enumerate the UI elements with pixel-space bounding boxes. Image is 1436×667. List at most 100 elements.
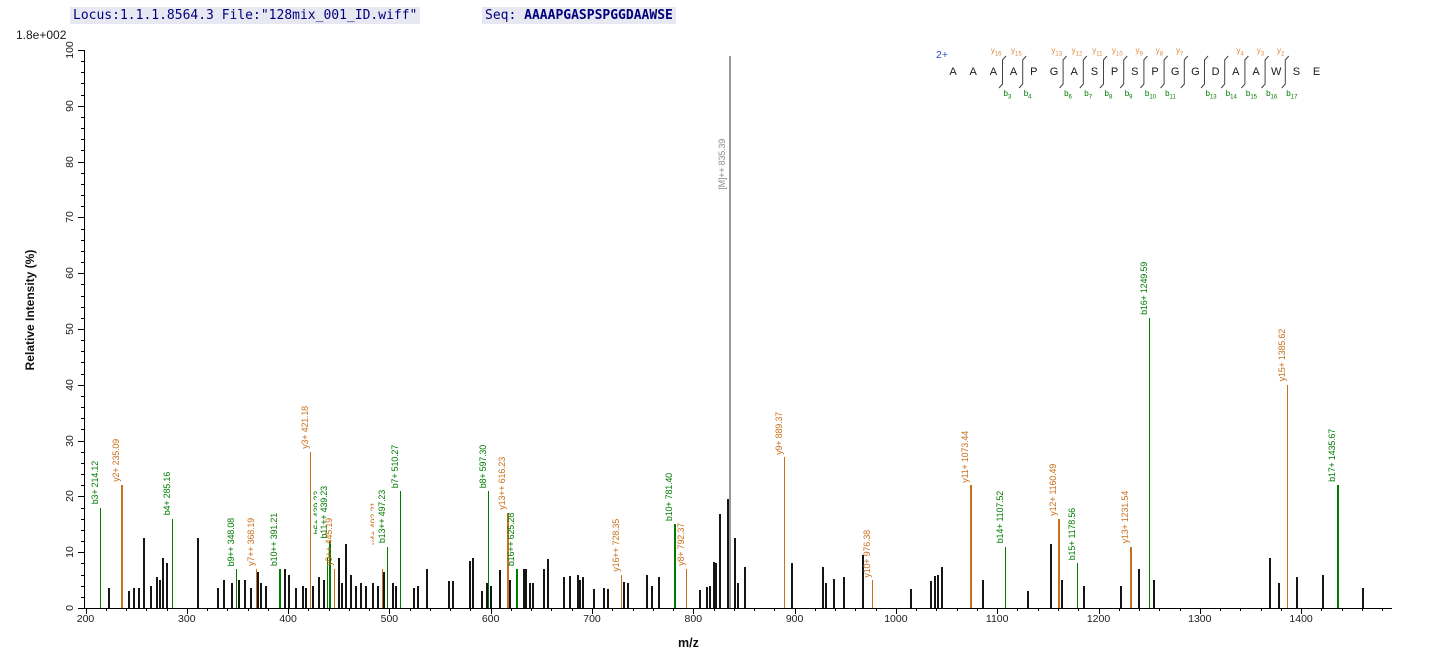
x-tick bbox=[1382, 608, 1384, 611]
x-tick bbox=[733, 608, 735, 611]
background-peak bbox=[627, 582, 630, 608]
x-tick-label: 900 bbox=[785, 613, 804, 625]
background-peak bbox=[257, 571, 260, 608]
y-tick bbox=[81, 574, 84, 576]
x-tick bbox=[1179, 608, 1181, 611]
b-ion-diagram-label: b4 bbox=[1023, 89, 1032, 101]
background-peak bbox=[295, 588, 298, 608]
y-tick bbox=[81, 172, 84, 174]
background-peak bbox=[733, 537, 736, 608]
b-ion-diagram-label: b10 bbox=[1144, 89, 1157, 101]
y-tick bbox=[81, 563, 84, 565]
cleavage-mark bbox=[1160, 55, 1168, 89]
residue-letter: A bbox=[1009, 66, 1018, 78]
background-peak bbox=[568, 575, 571, 608]
y-tick bbox=[78, 161, 84, 163]
x-tick-label: 1300 bbox=[1188, 613, 1212, 625]
cleavage-mark bbox=[1261, 55, 1269, 89]
residue-letter: E bbox=[1312, 66, 1321, 78]
background-peak bbox=[305, 588, 308, 608]
y-tick bbox=[81, 306, 84, 308]
y-tick-label: 50 bbox=[64, 323, 76, 335]
peak-label: b10++ 391.21 bbox=[269, 512, 280, 566]
y-tick bbox=[81, 139, 84, 141]
peak-label: y15+ 1385.62 bbox=[1276, 329, 1287, 382]
background-peak bbox=[489, 585, 492, 608]
background-peak bbox=[377, 585, 380, 608]
y-tick bbox=[78, 552, 84, 554]
y-ion-diagram-label: y3 bbox=[1256, 46, 1265, 58]
peak-b-ion bbox=[1004, 546, 1007, 608]
background-peak bbox=[302, 585, 305, 608]
peak-y-ion bbox=[1286, 384, 1289, 608]
peak-label: y13++ 616.23 bbox=[497, 457, 508, 511]
background-peak bbox=[165, 563, 168, 608]
peak-y-ion bbox=[871, 580, 874, 608]
background-peak bbox=[143, 538, 146, 608]
peak-label: y13+ 1231.54 bbox=[1120, 491, 1131, 544]
cleavage-mark bbox=[1079, 55, 1088, 89]
background-peak bbox=[790, 563, 793, 608]
peak-label: b14+ 1107.52 bbox=[994, 491, 1005, 544]
y-tick bbox=[81, 462, 84, 464]
b-ion-diagram-label: b11 bbox=[1165, 89, 1176, 101]
y-tick bbox=[81, 407, 84, 409]
background-peak bbox=[448, 581, 451, 608]
background-peak bbox=[344, 543, 347, 608]
x-tick bbox=[1159, 608, 1161, 611]
peak-y-ion bbox=[255, 568, 258, 608]
background-peak bbox=[469, 560, 472, 608]
peak-M-ion bbox=[729, 55, 731, 608]
peak-label: b13++ 497.23 bbox=[376, 490, 387, 544]
x-tick bbox=[673, 608, 675, 611]
background-peak bbox=[743, 567, 746, 608]
y-tick bbox=[78, 217, 84, 219]
residue-letter: S bbox=[1090, 66, 1099, 78]
y-tick bbox=[81, 128, 84, 130]
y-tick bbox=[78, 105, 84, 107]
background-peak bbox=[941, 567, 944, 608]
background-peak bbox=[1153, 580, 1156, 608]
background-peak bbox=[284, 568, 287, 608]
background-peak bbox=[150, 585, 153, 608]
x-tick bbox=[754, 608, 756, 611]
background-peak bbox=[581, 577, 584, 608]
x-tick bbox=[592, 608, 593, 614]
y-tick-label: 20 bbox=[64, 490, 76, 503]
background-peak bbox=[471, 557, 474, 608]
y-ion-diagram-label: y4 bbox=[1236, 46, 1244, 58]
peak-b-ion bbox=[516, 568, 518, 608]
x-tick-label: 1400 bbox=[1289, 613, 1313, 625]
residue-letter: G bbox=[1170, 66, 1180, 78]
x-tick bbox=[1280, 608, 1282, 611]
background-peak bbox=[412, 588, 415, 608]
background-peak bbox=[318, 577, 321, 608]
background-peak bbox=[982, 580, 984, 608]
x-tick bbox=[186, 608, 188, 614]
background-peak bbox=[623, 581, 626, 608]
peak-y-ion bbox=[507, 513, 509, 608]
cleavage-mark bbox=[998, 55, 1007, 89]
background-peak bbox=[579, 580, 582, 608]
b-ion-diagram-label: b17 bbox=[1286, 89, 1298, 101]
x-tick-label: 400 bbox=[279, 613, 297, 625]
peak-label: b16++ 625.28 bbox=[506, 512, 517, 566]
y-ion-diagram-label: y13 bbox=[1051, 46, 1063, 58]
x-tick bbox=[490, 608, 492, 614]
background-peak bbox=[709, 585, 711, 608]
y-ion-diagram-label: y9 bbox=[1135, 46, 1143, 58]
residue-letter: A bbox=[969, 66, 977, 78]
background-peak bbox=[532, 582, 535, 608]
background-peak bbox=[543, 568, 546, 608]
x-tick bbox=[247, 608, 249, 611]
x-tick-label: 700 bbox=[583, 613, 601, 625]
x-tick bbox=[146, 608, 148, 611]
background-peak bbox=[525, 568, 528, 608]
residue-letter: P bbox=[1030, 66, 1038, 78]
x-tick bbox=[1118, 608, 1120, 611]
peak-label: b16+ 1249.59 bbox=[1138, 261, 1149, 315]
y-tick bbox=[81, 518, 84, 520]
background-peak bbox=[238, 580, 241, 608]
x-tick bbox=[429, 608, 431, 611]
y-tick bbox=[78, 273, 84, 275]
